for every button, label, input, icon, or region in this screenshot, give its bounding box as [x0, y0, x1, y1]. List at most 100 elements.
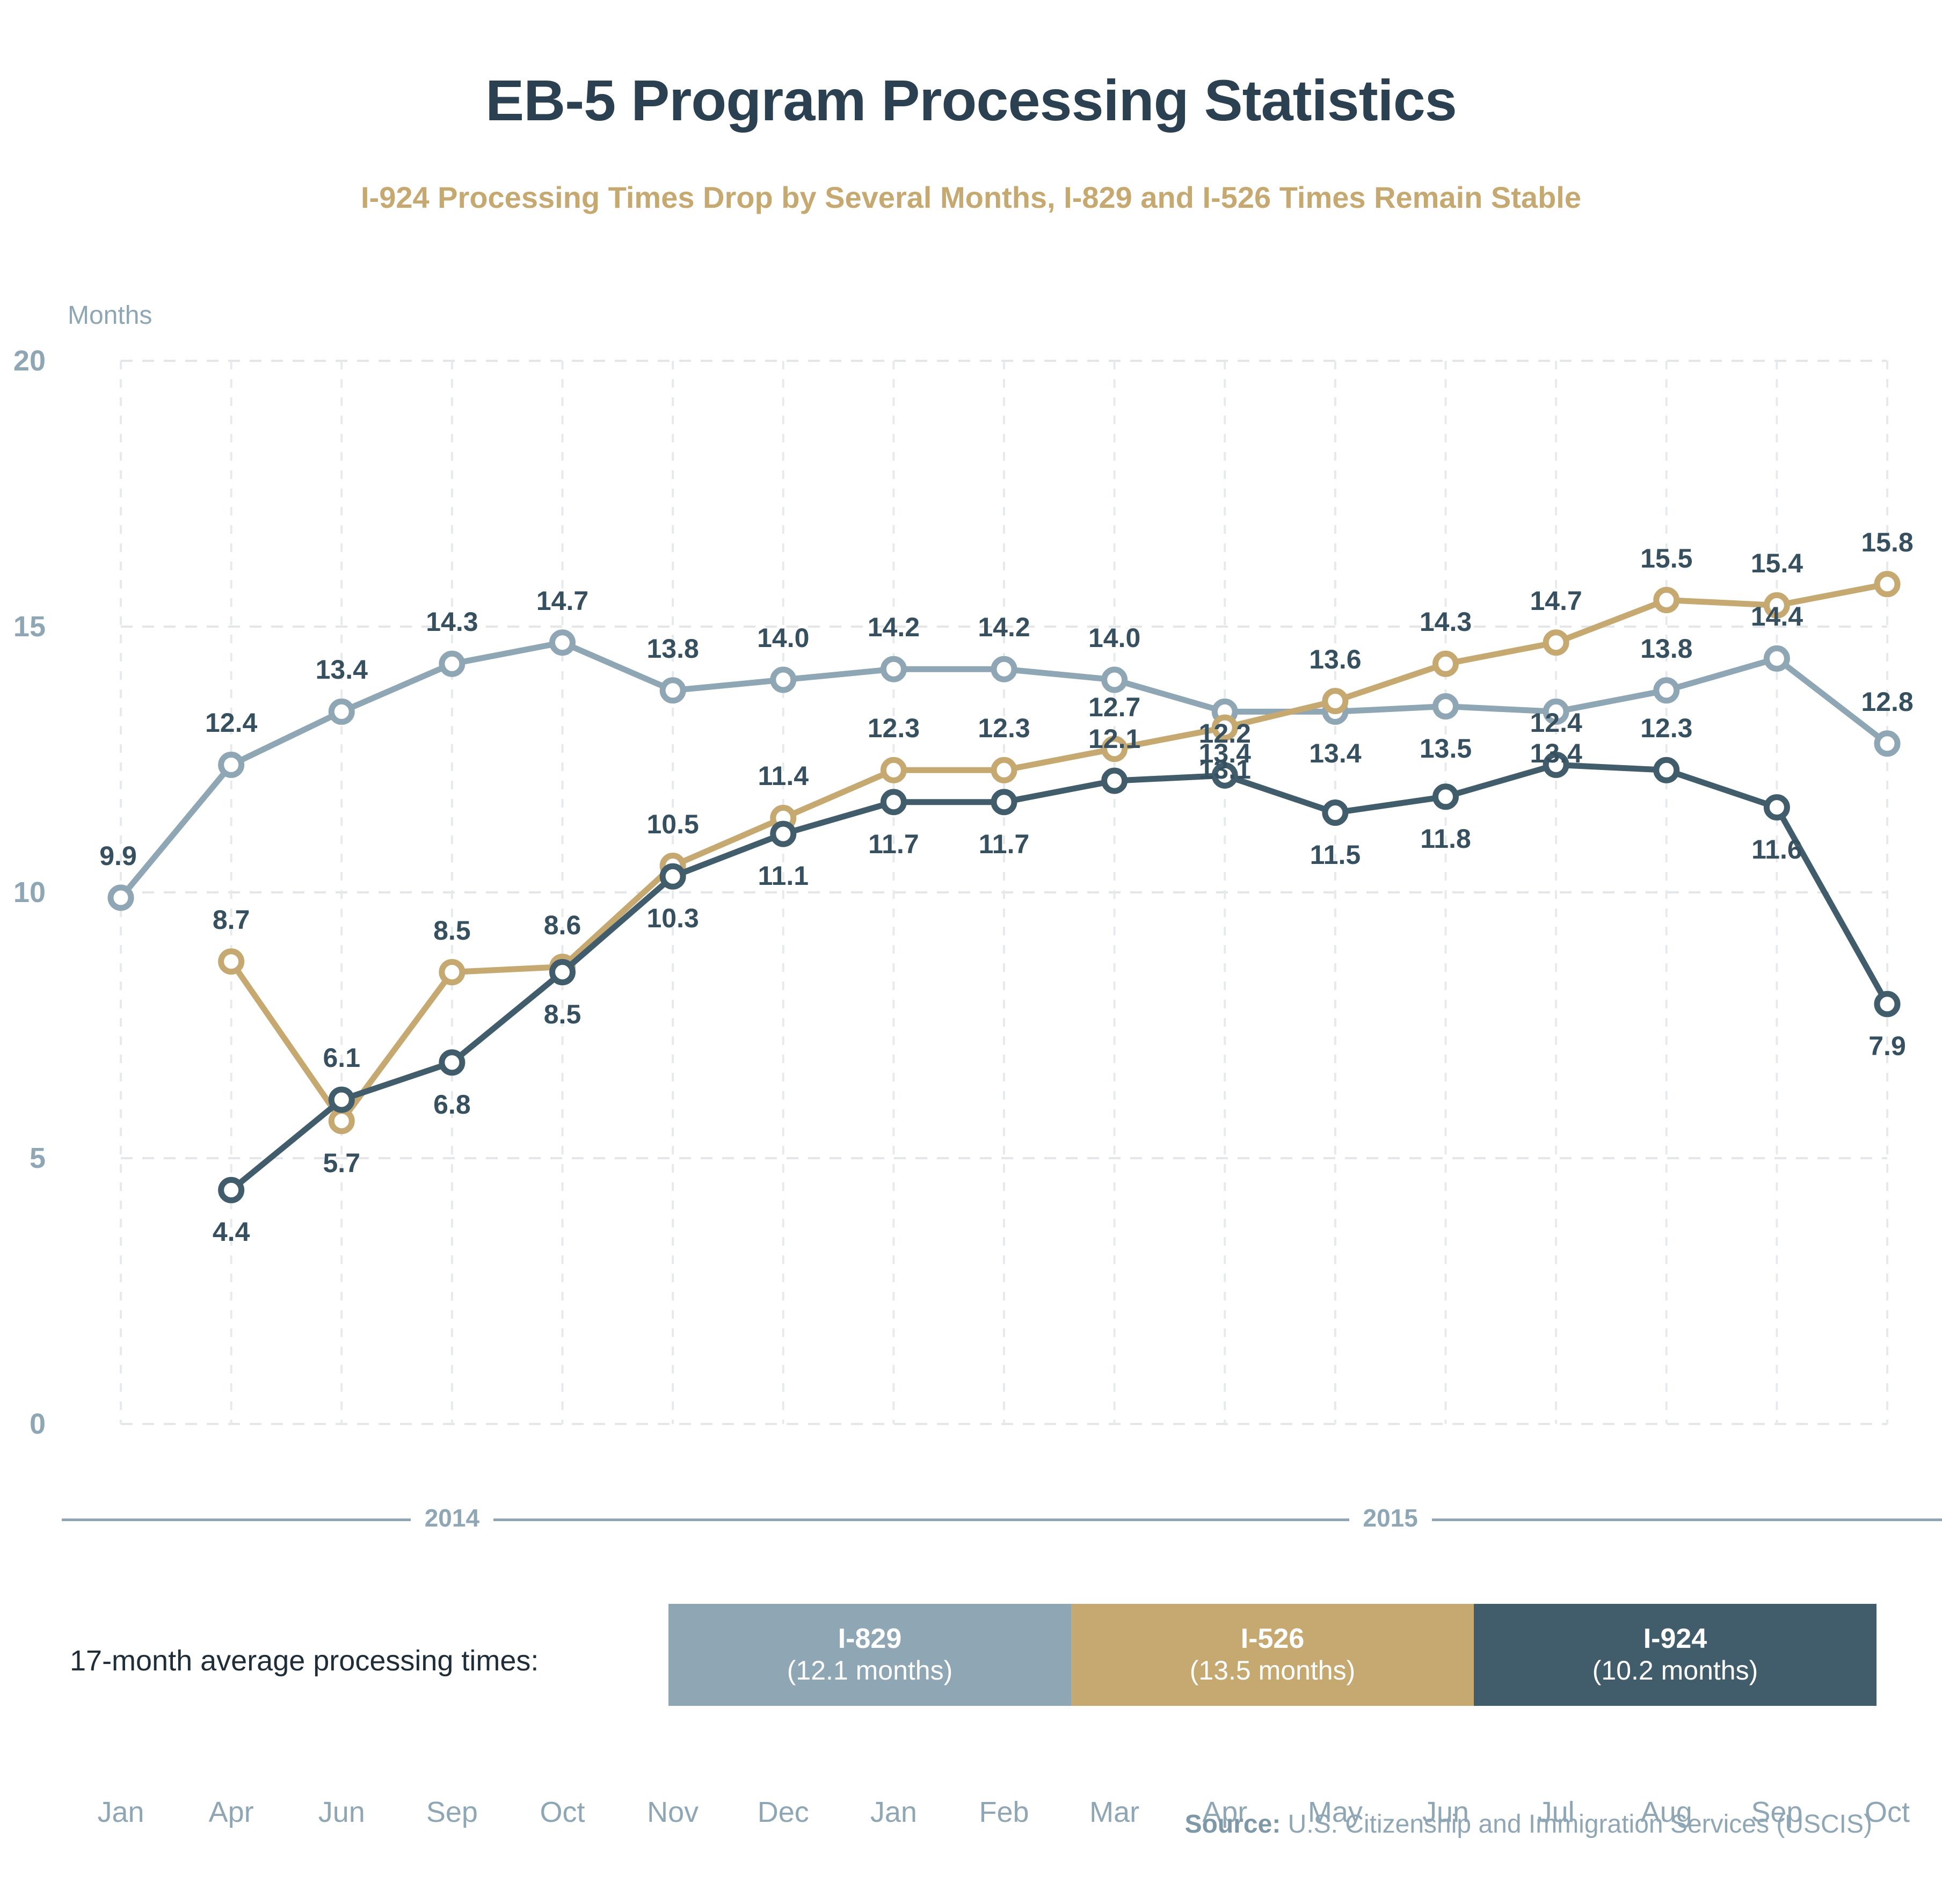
data-point-label: 12.7 — [1088, 692, 1141, 722]
data-point-marker — [328, 698, 355, 725]
data-point-label: 12.4 — [1530, 708, 1582, 738]
data-point-marker — [880, 789, 907, 816]
x-axis-tick-label: Apr — [208, 1796, 254, 1828]
data-point-label: 13.4 — [1198, 738, 1251, 769]
data-point-label: 11.1 — [758, 861, 809, 891]
y-axis-tick-label: 20 — [13, 345, 46, 377]
data-point-label: 13.1 — [1198, 754, 1251, 785]
data-point-marker — [1874, 991, 1901, 1018]
data-point-label: 11.7 — [978, 829, 1030, 859]
data-point-label: 12.3 — [867, 713, 920, 744]
data-point-label: 15.5 — [1640, 543, 1693, 573]
x-axis-tick-label: Jun — [318, 1796, 365, 1828]
y-axis-tick-label: 5 — [29, 1142, 46, 1174]
data-point-marker — [991, 789, 1017, 816]
data-point-marker — [328, 1108, 355, 1135]
data-point-marker — [549, 959, 576, 985]
data-point-label: 14.0 — [1088, 623, 1141, 653]
data-point-label: 8.7 — [212, 904, 250, 935]
data-point-marker — [1653, 757, 1680, 783]
data-point-label: 5.7 — [323, 1147, 361, 1178]
data-point-marker — [1211, 762, 1238, 789]
data-point-label: 13.4 — [315, 655, 368, 685]
data-point-label: 11.5 — [1310, 839, 1361, 870]
source-value: U.S. Citizenship and Immigration Service… — [1281, 1810, 1872, 1838]
data-point-marker — [991, 656, 1017, 682]
source-label: Source: — [1184, 1810, 1281, 1838]
data-point-marker — [549, 629, 576, 656]
data-point-label: 10.3 — [646, 903, 699, 934]
legend: I-829 (12.1 months) I-526 (13.5 months) I-92… — [0, 1604, 1942, 1706]
data-point-label: 13.5 — [1419, 733, 1472, 764]
data-point-label: 15.8 — [1861, 527, 1914, 557]
data-point-marker — [1653, 677, 1680, 704]
x-axis-tick-label: Mar — [1089, 1796, 1140, 1828]
legend-item-i-924[interactable]: I-924 (10.2 months) — [1474, 1604, 1876, 1706]
data-point-label: 14.7 — [536, 585, 589, 616]
data-point-marker — [1211, 714, 1238, 741]
data-point-label: 8.6 — [543, 910, 581, 940]
data-point-label: 6.8 — [433, 1089, 471, 1120]
data-point-label: 14.4 — [1750, 601, 1803, 632]
legend-item-i-829[interactable]: I-829 (12.1 months) — [668, 1604, 1071, 1706]
data-point-label: 8.5 — [433, 915, 471, 946]
series-line-i-924 — [228, 761, 1890, 1193]
data-point-marker — [1432, 650, 1459, 677]
data-point-marker — [1101, 736, 1128, 762]
chart-canvas — [107, 361, 1901, 1424]
data-point-marker — [1763, 645, 1790, 672]
data-point-marker — [1432, 783, 1459, 810]
data-point-marker — [439, 1049, 466, 1076]
year-rule-right — [1431, 1518, 1942, 1521]
x-axis-tick-label: Jul — [1537, 1796, 1575, 1828]
data-point-label: 12.8 — [1861, 686, 1914, 717]
legend-item-name: I-526 — [1240, 1623, 1305, 1655]
data-point-label: 14.2 — [978, 612, 1030, 643]
x-axis-tick-label: Sep — [1751, 1796, 1803, 1828]
data-point-label: 4.4 — [212, 1217, 250, 1247]
y-axis-tick-label: 0 — [29, 1408, 46, 1440]
data-point-label: 12.4 — [205, 708, 258, 738]
y-axis-unit-label: Months — [68, 301, 152, 330]
legend-item-name: I-829 — [838, 1623, 902, 1655]
data-point-marker — [218, 751, 245, 778]
year-label: 2015 — [1363, 1504, 1418, 1532]
data-point-marker — [218, 1176, 245, 1203]
data-point-label: 7.9 — [1868, 1030, 1906, 1061]
data-point-label: 12.1 — [1088, 724, 1141, 754]
data-point-marker — [1101, 767, 1128, 794]
data-point-marker — [1432, 693, 1459, 720]
x-axis-tick-label: Oct — [540, 1796, 585, 1828]
data-point-marker — [1543, 629, 1569, 656]
x-axis-tick-label: Aug — [1640, 1796, 1692, 1828]
data-point-label: 12.3 — [978, 713, 1030, 744]
x-axis-tick-label: Jun — [1422, 1796, 1470, 1828]
data-point-marker — [439, 959, 466, 985]
legend-item-i-526[interactable]: I-526 (13.5 months) — [1071, 1604, 1474, 1706]
data-point-label: 14.3 — [426, 607, 478, 637]
data-point-marker — [1322, 688, 1349, 715]
data-point-marker — [328, 1086, 355, 1113]
data-point-marker — [1874, 571, 1901, 598]
year-band-2015: 2015 — [834, 1503, 1942, 1536]
legend-item-average: (10.2 months) — [1592, 1655, 1758, 1685]
page-title: EB-5 Program Processing Statistics — [485, 68, 1457, 133]
x-axis-tick-label: Jan — [870, 1796, 917, 1828]
data-point-label: 13.8 — [1640, 633, 1693, 664]
legend-item-average: (13.5 months) — [1189, 1655, 1356, 1685]
x-axis-tick-label: Apr — [1202, 1796, 1248, 1828]
y-axis-tick-label: 15 — [13, 611, 46, 643]
data-point-marker — [218, 948, 245, 975]
data-point-marker — [880, 757, 907, 783]
year-band-2014: 2014 — [62, 1503, 842, 1536]
data-point-label: 14.7 — [1530, 585, 1582, 616]
data-point-label: 11.4 — [758, 761, 809, 791]
legend-item-average: (12.1 months) — [787, 1655, 953, 1685]
data-point-label: 13.6 — [1309, 644, 1362, 674]
year-rule-right — [493, 1518, 842, 1521]
data-point-label: 11.7 — [868, 829, 919, 859]
x-axis-tick-label: Oct — [1864, 1796, 1910, 1828]
legend-caption: 17-month average processing times: — [70, 1645, 539, 1677]
x-axis-tick-label: Feb — [979, 1796, 1029, 1828]
page-subtitle: I-924 Processing Times Drop by Several M… — [360, 180, 1581, 214]
